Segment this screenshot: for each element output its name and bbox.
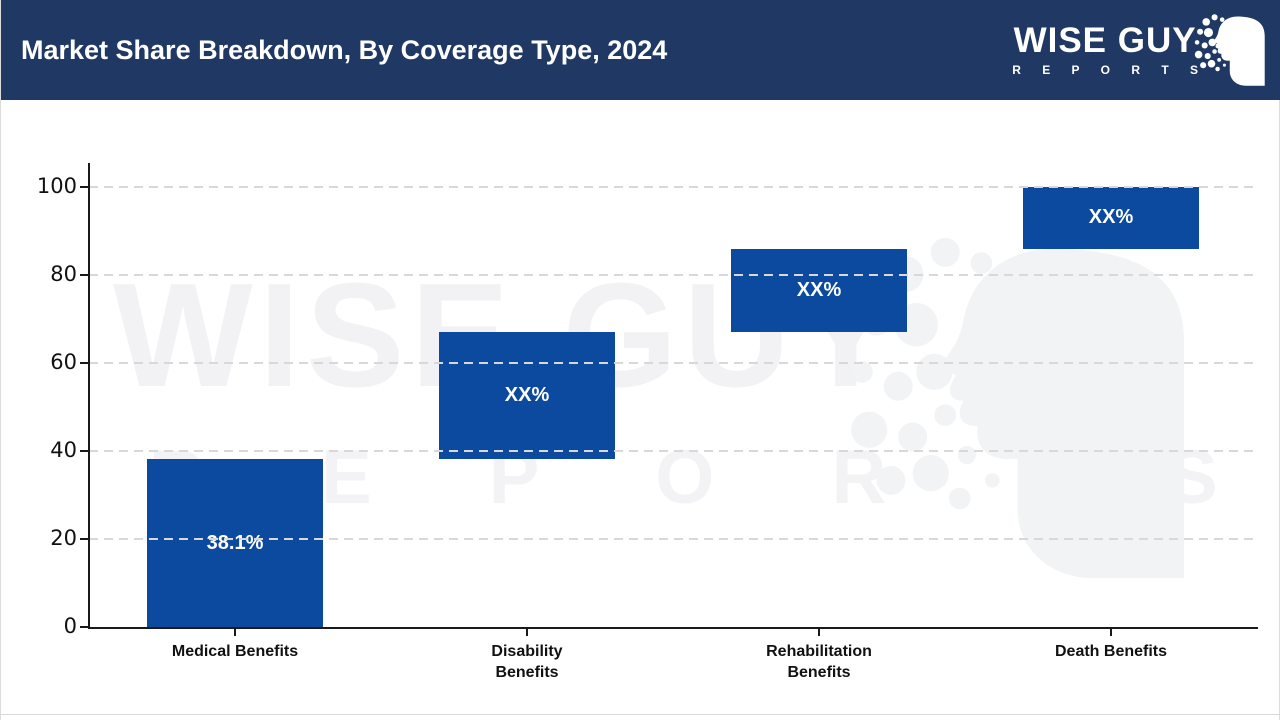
bar-value-label: 38.1% <box>206 531 264 554</box>
x-category-label: Rehabilitation Benefits <box>673 641 965 683</box>
y-tick-100 <box>80 186 89 188</box>
y-tick-40 <box>80 450 89 452</box>
y-tick-80 <box>80 274 89 276</box>
chart-plot-area: 38.1% XX% XX% XX% 0 20 40 60 80 100 Medical Benefi… <box>1 100 1280 720</box>
bar-medical-benefits: 38.1% <box>147 459 323 627</box>
bar-value-label: XX% <box>504 384 550 407</box>
brand-logo: WISE GUY R E P O R T S <box>1003 8 1267 92</box>
chart-title: Market Share Breakdown, By Coverage Type… <box>21 35 668 65</box>
gridline-20 <box>89 538 1257 540</box>
bar-value-label: XX% <box>796 278 842 301</box>
x-category-label-line: Rehabilitation <box>766 643 872 660</box>
y-tick-0 <box>80 626 89 628</box>
x-category-label: Death Benefits <box>965 641 1257 662</box>
gridline-100 <box>89 186 1257 188</box>
gridline-60 <box>89 362 1257 364</box>
brand-name: WISE GUY <box>1013 21 1197 61</box>
x-category-label-line: Benefits <box>495 664 559 681</box>
x-category-label-line: Disability <box>491 643 563 660</box>
x-category-label-line: Benefits <box>787 664 851 681</box>
y-tick-label-100: 100 <box>36 174 77 198</box>
bar-rehabilitation-benefits: XX% <box>731 248 907 333</box>
x-tick-4 <box>1110 627 1112 636</box>
bar-disability-benefits: XX% <box>439 332 615 460</box>
y-axis-spine <box>88 163 90 629</box>
x-category-label: Disability Benefits <box>381 641 673 683</box>
x-tick-3 <box>818 627 820 636</box>
brand-subname: R E P O R T S <box>1012 62 1207 77</box>
brand-logo-text: WISE GUY R E P O R T S <box>1003 21 1207 77</box>
x-tick-2 <box>526 627 528 636</box>
y-tick-label-80: 80 <box>50 262 77 286</box>
x-category-label-line: Medical Benefits <box>171 643 299 660</box>
bar-value-label: XX% <box>1088 206 1134 229</box>
x-tick-1 <box>234 627 236 636</box>
gridline-40 <box>89 450 1257 452</box>
y-tick-label-60: 60 <box>50 350 77 374</box>
x-category-label-line: Death Benefits <box>1054 643 1168 660</box>
page-bottom-border <box>1 714 1280 715</box>
x-axis-spine <box>88 627 1258 629</box>
y-tick-label-0: 0 <box>63 614 77 638</box>
bar-death-benefits: XX% <box>1023 187 1199 249</box>
y-tick-20 <box>80 538 89 540</box>
gridline-80 <box>89 274 1257 276</box>
y-tick-60 <box>80 362 89 364</box>
x-category-label: Medical Benefits <box>89 641 381 662</box>
header-bar: Market Share Breakdown, By Coverage Type… <box>1 0 1280 100</box>
y-tick-label-40: 40 <box>50 438 77 462</box>
y-tick-label-20: 20 <box>50 526 77 550</box>
